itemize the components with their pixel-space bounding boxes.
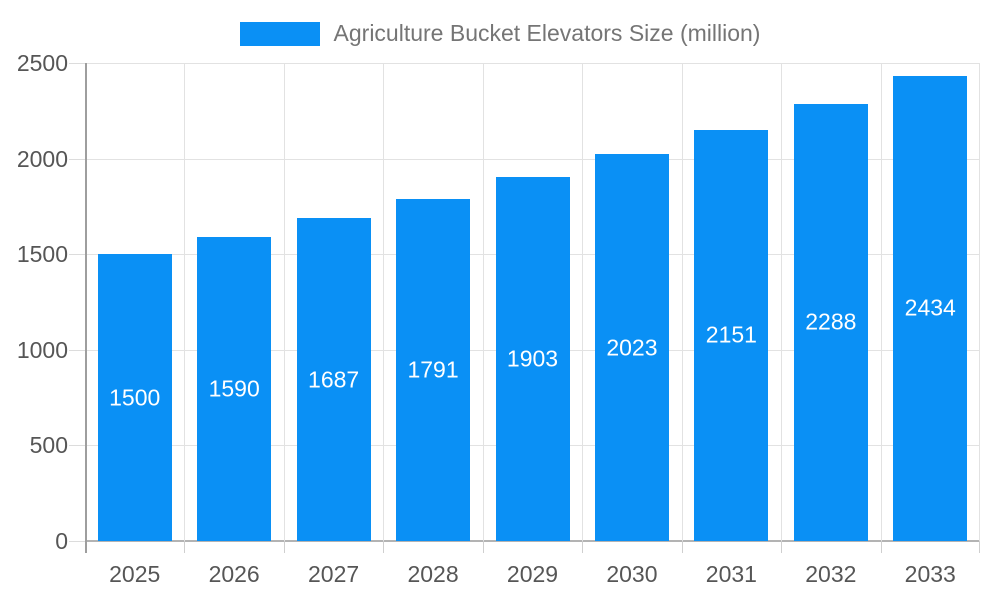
bar-value-label: 1590 — [208, 375, 260, 402]
plot-area: 0 500 1000 1500 2000 2500 1500 2025 1590 2026 1687… — [17, 50, 980, 587]
v-gridline — [284, 63, 285, 541]
y-tick-label: 1000 — [16, 336, 68, 363]
legend-swatch — [239, 21, 320, 46]
y-tick-mark — [69, 158, 85, 160]
y-tick-label: 0 — [55, 528, 68, 554]
v-gridline — [184, 63, 185, 541]
v-gridline — [582, 63, 583, 541]
v-gridline — [781, 63, 782, 541]
bar[interactable]: 2023 — [594, 154, 669, 541]
v-gridline — [979, 63, 980, 541]
x-tick-mark — [781, 541, 782, 553]
bar-value-label: 1687 — [308, 366, 360, 393]
x-tick-mark — [881, 541, 882, 553]
x-tick-mark — [284, 541, 285, 553]
x-tick-label: 2028 — [407, 561, 459, 587]
bar[interactable]: 1903 — [495, 177, 570, 541]
bar[interactable]: 2288 — [793, 103, 868, 541]
x-tick-label: 2030 — [606, 561, 658, 587]
x-tick-label: 2027 — [308, 561, 360, 587]
v-gridline — [682, 63, 683, 541]
x-tick-mark — [483, 541, 484, 553]
x-tick-mark — [682, 541, 683, 553]
x-tick-label: 2031 — [705, 561, 757, 587]
bar-value-label: 1500 — [109, 384, 161, 411]
legend-label: Agriculture Bucket Elevators Size (milli… — [333, 20, 761, 46]
legend: Agriculture Bucket Elevators Size (milli… — [0, 20, 1000, 47]
x-tick-mark — [383, 541, 384, 553]
bar-value-label: 2151 — [705, 321, 757, 348]
h-gridline — [85, 158, 980, 160]
v-gridline — [383, 63, 384, 541]
bar-value-label: 1791 — [407, 356, 459, 383]
y-tick-mark — [69, 541, 85, 542]
y-axis-line — [85, 63, 87, 553]
bar-value-label: 2434 — [904, 294, 956, 321]
x-tick-mark — [184, 541, 185, 553]
x-tick-mark — [582, 541, 583, 553]
x-tick-label: 2029 — [506, 561, 559, 587]
x-axis-baseline — [85, 540, 980, 542]
y-tick-mark — [69, 254, 85, 256]
y-tick-mark — [69, 63, 85, 64]
x-tick-label: 2032 — [805, 561, 857, 587]
x-tick-label: 2033 — [904, 561, 956, 587]
bar[interactable]: 1687 — [296, 218, 371, 541]
x-tick-mark — [979, 541, 980, 553]
bar[interactable]: 2434 — [893, 75, 968, 541]
x-tick-label: 2026 — [208, 561, 260, 587]
bar-value-label: 2023 — [606, 334, 658, 361]
bar[interactable]: 1791 — [396, 198, 471, 541]
bar[interactable]: 1590 — [197, 236, 272, 541]
h-gridline — [85, 63, 980, 64]
bar[interactable]: 2151 — [694, 129, 769, 541]
y-tick-mark — [69, 349, 85, 351]
y-tick-label: 1500 — [16, 241, 68, 268]
v-gridline — [483, 63, 484, 541]
y-tick-label: 2500 — [16, 50, 68, 76]
y-tick-label: 500 — [29, 432, 68, 459]
y-tick-label: 2000 — [16, 145, 68, 172]
y-tick-mark — [69, 445, 85, 447]
v-gridline — [881, 63, 882, 541]
bar[interactable]: 1500 — [97, 254, 172, 541]
bar-value-label: 1903 — [506, 345, 559, 372]
x-tick-label: 2025 — [109, 561, 161, 587]
bar-value-label: 2288 — [805, 308, 857, 335]
